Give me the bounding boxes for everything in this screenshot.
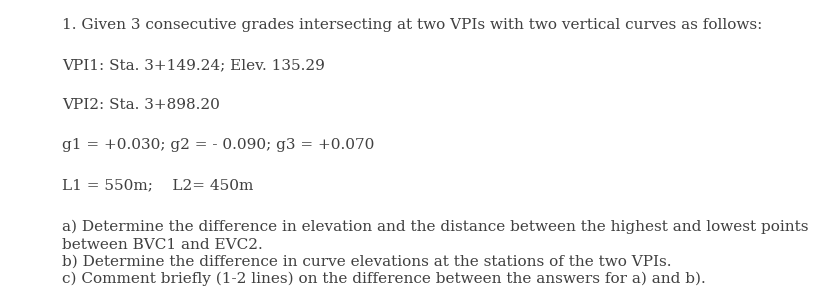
Text: c) Comment briefly (1-2 lines) on the difference between the answers for a) and : c) Comment briefly (1-2 lines) on the di… bbox=[62, 272, 706, 286]
Text: b) Determine the difference in curve elevations at the stations of the two VPIs.: b) Determine the difference in curve ele… bbox=[62, 255, 672, 269]
Text: VPI2: Sta. 3+898.20: VPI2: Sta. 3+898.20 bbox=[62, 98, 220, 112]
Text: VPI1: Sta. 3+149.24; Elev. 135.29: VPI1: Sta. 3+149.24; Elev. 135.29 bbox=[62, 58, 325, 72]
Text: between BVC1 and EVC2.: between BVC1 and EVC2. bbox=[62, 238, 263, 252]
Text: g1 = +0.030; g2 = - 0.090; g3 = +0.070: g1 = +0.030; g2 = - 0.090; g3 = +0.070 bbox=[62, 138, 374, 152]
Text: a) Determine the difference in elevation and the distance between the highest an: a) Determine the difference in elevation… bbox=[62, 220, 809, 234]
Text: 1. Given 3 consecutive grades intersecting at two VPIs with two vertical curves : 1. Given 3 consecutive grades intersecti… bbox=[62, 18, 763, 32]
Text: L1 = 550m;    L2= 450m: L1 = 550m; L2= 450m bbox=[62, 178, 254, 192]
